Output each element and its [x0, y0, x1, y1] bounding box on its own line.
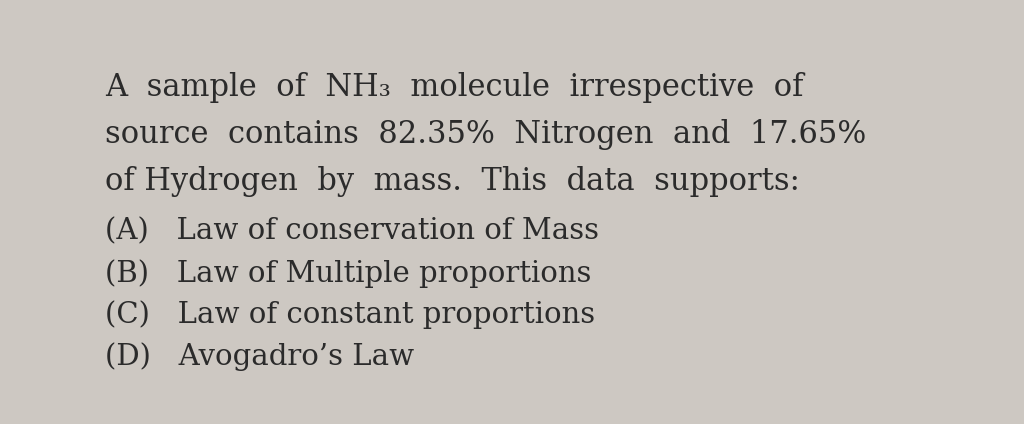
Text: of Hydrogen  by  mass.  This  data  supports:: of Hydrogen by mass. This data supports:: [105, 166, 800, 197]
Text: (B)   Law of Multiple proportions: (B) Law of Multiple proportions: [105, 259, 592, 287]
Text: (D)   Avogadro’s Law: (D) Avogadro’s Law: [105, 342, 414, 371]
Text: source  contains  82.35%  Nitrogen  and  17.65%: source contains 82.35% Nitrogen and 17.6…: [105, 119, 866, 150]
Text: A  sample  of  NH₃  molecule  irrespective  of: A sample of NH₃ molecule irrespective of: [105, 72, 804, 103]
Text: (A)   Law of conservation of Mass: (A) Law of conservation of Mass: [105, 217, 599, 245]
Text: (C)   Law of constant proportions: (C) Law of constant proportions: [105, 300, 595, 329]
